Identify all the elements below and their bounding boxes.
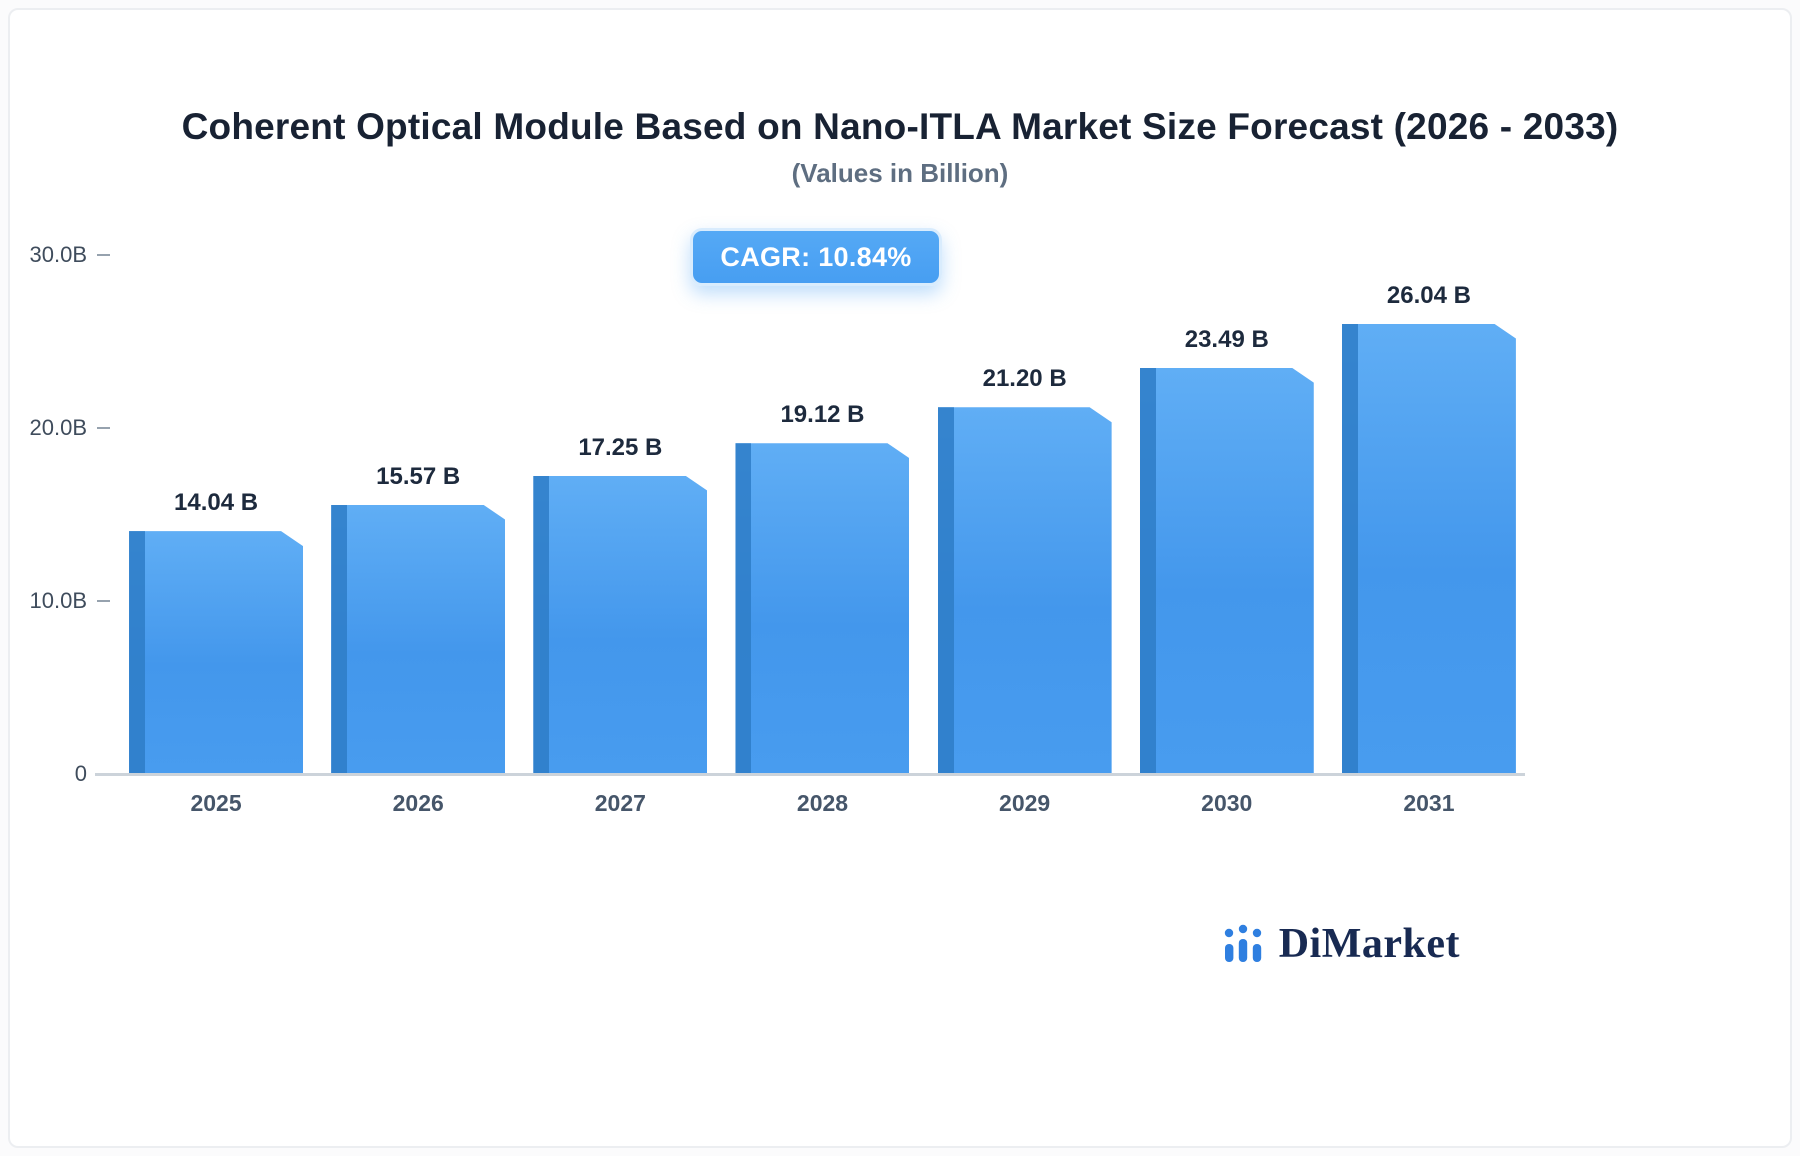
bar-slot-2031: 26.04 B 2031 bbox=[1328, 255, 1530, 816]
bar-value-label-2026: 15.57 B bbox=[376, 462, 461, 490]
bar-2029 bbox=[938, 407, 1112, 774]
chart-title: Coherent Optical Module Based on Nano-IT… bbox=[181, 106, 1619, 147]
cagr-badge: CAGR: 10.84% bbox=[690, 228, 942, 286]
bar-slot-2025: 14.04 B 2025 bbox=[115, 255, 317, 816]
bar-value-label-2027: 17.25 B bbox=[578, 433, 663, 461]
x-axis-label-2027: 2027 bbox=[594, 790, 646, 816]
bars-container: 14.04 B 2025 15.57 B 2026 17.25 B 2027 19.12 B… bbox=[115, 255, 1530, 816]
y-tick-label-30.0B: 30.0B bbox=[29, 242, 88, 267]
bar-slot-2027: 17.25 B 2027 bbox=[519, 255, 721, 816]
bar-2030 bbox=[1140, 368, 1314, 774]
bar-value-label-2025: 14.04 B bbox=[174, 489, 259, 517]
bar-2026 bbox=[331, 505, 505, 774]
bar-slot-2030: 23.49 B 2030 bbox=[1126, 255, 1328, 816]
x-axis-label-2031: 2031 bbox=[1403, 790, 1455, 816]
bar-slot-2026: 15.57 B 2026 bbox=[317, 255, 519, 816]
y-tick-mark bbox=[97, 427, 110, 429]
x-axis-label-2029: 2029 bbox=[999, 790, 1051, 816]
brand-logo: DiMarket bbox=[1219, 920, 1460, 968]
bar-value-label-2030: 23.49 B bbox=[1184, 325, 1269, 353]
bar-slot-2028: 19.12 B 2028 bbox=[721, 255, 923, 816]
chart-subtitle: (Values in Billion) bbox=[791, 158, 1009, 188]
y-tick-mark bbox=[97, 600, 110, 602]
x-axis-label-2030: 2030 bbox=[1201, 790, 1253, 816]
chart-card: Coherent Optical Module Based on Nano-IT… bbox=[8, 8, 1792, 1148]
bar-2028 bbox=[735, 443, 909, 774]
bar-2027 bbox=[533, 476, 707, 774]
y-tick-label-20.0B: 20.0B bbox=[29, 415, 88, 440]
x-axis-label-2028: 2028 bbox=[796, 790, 849, 816]
brand-name: DiMarket bbox=[1278, 921, 1460, 967]
plot-area: 0 10.0B 20.0B 30.0B 14.04 B 2025 15.57 B 2026 1… bbox=[30, 242, 1530, 816]
x-axis-line bbox=[95, 773, 1525, 776]
y-tick-label-0: 0 bbox=[74, 761, 87, 786]
bar-value-label-2029: 21.20 B bbox=[982, 365, 1067, 393]
bar-value-label-2028: 19.12 B bbox=[780, 401, 865, 429]
y-tick-mark bbox=[97, 254, 110, 256]
y-tick-label-10.0B: 10.0B bbox=[29, 588, 88, 613]
bar-slot-2029: 21.20 B 2029 bbox=[924, 255, 1126, 816]
bar-chart-logo-icon bbox=[1224, 924, 1261, 962]
bar-2025 bbox=[129, 531, 303, 774]
bar-value-label-2031: 26.04 B bbox=[1386, 281, 1471, 309]
x-axis-label-2025: 2025 bbox=[190, 790, 242, 816]
bar-2031 bbox=[1342, 324, 1516, 774]
cagr-badge-label: CAGR: 10.84% bbox=[720, 241, 912, 272]
x-axis-label-2026: 2026 bbox=[392, 790, 444, 816]
